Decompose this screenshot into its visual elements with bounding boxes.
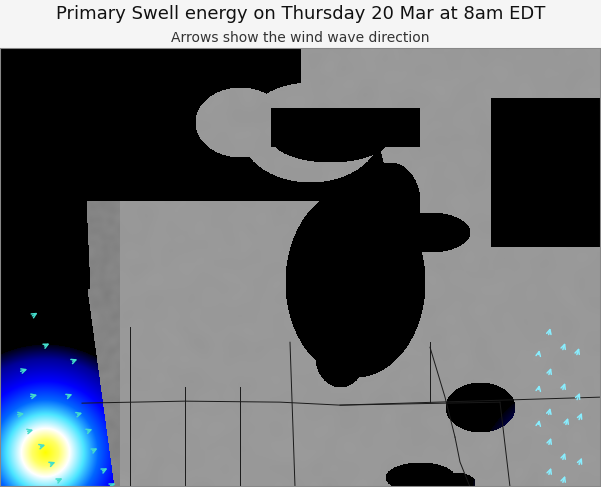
Text: Primary Swell energy on Thursday 20 Mar at 8am EDT: Primary Swell energy on Thursday 20 Mar … xyxy=(56,5,545,23)
Text: Arrows show the wind wave direction: Arrows show the wind wave direction xyxy=(171,31,430,45)
